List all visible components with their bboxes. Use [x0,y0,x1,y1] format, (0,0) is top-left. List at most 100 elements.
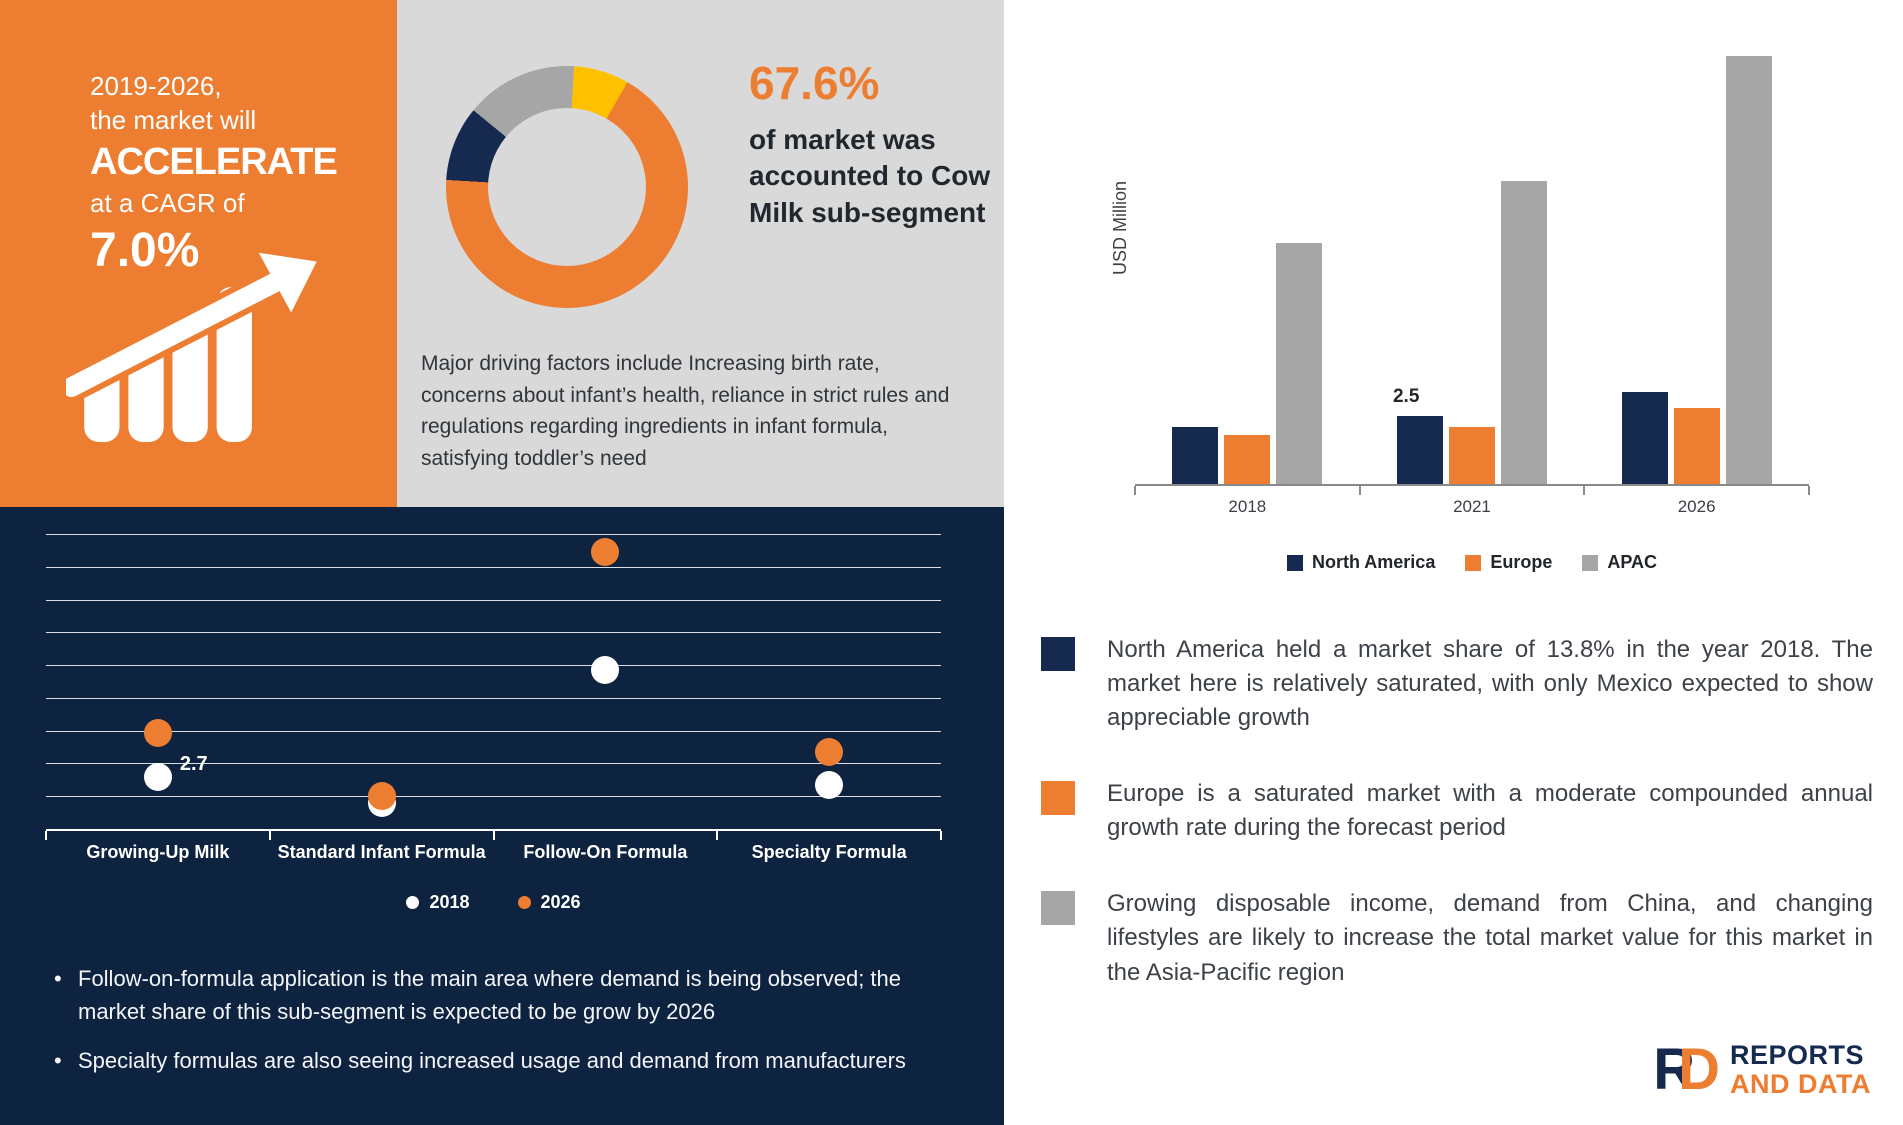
legend-item-2018: 2018 [406,892,470,913]
gridline [46,796,941,798]
cagr-panel: 2019-2026, the market will ACCELERATE at… [0,0,397,507]
bar-north-america-2026 [1621,392,1668,484]
cagr-years: 2019-2026, [90,71,222,101]
axis-tick [716,831,719,840]
legend-marker [406,896,420,909]
bar-europe-2018 [1224,435,1271,484]
callout-text: Growing disposable income, demand from C… [1107,890,1873,986]
category-label-growing-up-milk: Growing-Up Milk [86,842,230,862]
legend-swatch [1286,554,1303,571]
bar-group-2021: 2.5 [1393,180,1547,484]
bar-apac-2018 [1276,243,1323,484]
y-axis-label: USD Million [1110,180,1130,275]
category-label-standard-infant-formula: Standard Infant Formula [277,842,486,862]
callout-2: Europe is a saturated market with a mode… [1041,777,1873,845]
legend-label: Europe [1490,552,1553,572]
bar-apac-2021 [1500,180,1547,484]
axis-tick [1134,486,1136,495]
gridline [46,534,941,535]
legend-swatch [1582,554,1599,571]
axis-tick [1583,486,1586,495]
axis-tick [492,831,495,840]
legend-item-2026: 2026 [517,892,581,913]
gridline [46,665,941,667]
dot-plot-x-axis: Growing-Up Milk Standard Infant Formula Fo… [46,842,941,863]
dot-2018-growing-up-milk [143,763,172,792]
callout-1: North America held a market share of 13.… [1041,633,1873,735]
axis-tick [1808,486,1810,495]
cow-milk-caption: of market was accounted to Cow Milk sub-… [749,124,991,228]
legend-item-europe: Europe [1465,552,1552,573]
bar-chart-x-axis: 2018 2021 2026 [1135,497,1809,517]
callout-swatch [1041,781,1075,816]
category-label-follow-on-formula: Follow-On Formula [523,842,688,862]
cagr-line-at-cagr: at a CAGR of [90,188,245,219]
legend-label: North America [1311,552,1436,572]
axis-tick [45,831,47,840]
bar-value-label: 2.5 [1392,386,1420,408]
cagr-text-block: 2019-2026, the market will ACCELERATE at… [90,70,338,278]
legend-label: 2018 [429,892,470,912]
regional-bar-chart: 2.5 [1134,51,1810,495]
monogram-r: R [1653,1036,1696,1102]
legend-item-apac: APAC [1582,552,1657,573]
callout-swatch [1041,891,1075,926]
callout-3: Growing disposable income, demand from C… [1041,887,1873,989]
note-follow-on-formula: Follow-on-formula application is the mai… [50,962,968,1028]
dot-value-label: 2.7 [179,753,208,776]
dot-2026-growing-up-milk [143,719,172,748]
donut-headline: 67.6% of market was accounted to Cow Mil… [749,56,1004,231]
bar-north-america-2018 [1172,427,1219,484]
bar-apac-2026 [1725,56,1772,484]
legend-item-north-america: North America [1286,552,1436,573]
dot-2018-follow-on-formula [591,656,620,685]
gridline [46,763,941,765]
gridline [46,697,941,699]
gridline [46,599,941,601]
legend-label: APAC [1607,552,1658,572]
growth-arrow-icon [66,245,324,443]
callout-swatch [1041,637,1075,671]
bar-north-america-2021: 2.5 [1393,386,1443,484]
bar-europe-2021 [1448,427,1495,484]
cow-milk-percent: 67.6% [749,57,880,109]
x-tick-2018: 2018 [1228,497,1267,516]
axis-tick [268,831,271,840]
dot-2026-follow-on-formula [591,538,620,567]
cagr-accelerate-text: ACCELERATE [90,140,338,183]
cagr-line-market: the market will [90,104,257,135]
callout-text: North America held a market share of 13.… [1107,636,1873,732]
dot-2018-specialty-formula [815,770,844,799]
gridline [46,730,941,732]
cow-milk-panel: 67.6% of market was accounted to Cow Mil… [397,0,1004,507]
regional-callouts: North America held a market share of 13.… [1041,633,1873,1032]
donut-chart [446,66,688,308]
legend-label: 2026 [540,892,581,912]
up-arrow-glyph [66,245,324,403]
dot-plot-chart: 2.7 [45,534,942,840]
legend-swatch [1465,554,1482,571]
monogram-d: D [1678,1036,1721,1102]
gridline [46,566,941,568]
cagr-value: 7.0% [90,223,200,277]
x-tick-2026: 2026 [1677,497,1716,516]
axis-tick [940,831,942,840]
bar-chart-legend: North America Europe APAC [1135,552,1809,573]
legend-marker [517,896,531,909]
segment-dot-panel: 2.7 Growing-Up Milk Standard Infant Formu… [0,507,1004,1125]
dot-2026-standard-infant-formula [367,781,396,810]
axis-tick [1358,486,1361,495]
bar-europe-2026 [1673,408,1720,484]
logo-wordmark: REPORTS AND DATA [1730,1040,1871,1099]
dot-plot-axis-line [46,829,941,831]
bar-group-2018 [1172,243,1323,484]
regional-panel: USD Million 2.5 2018 2021 2026 North Ameri… [1004,0,1903,1125]
gridline [46,632,941,634]
callout-text: Europe is a saturated market with a mode… [1107,780,1873,842]
driving-factors-text: Major driving factors include Increasing… [421,352,950,470]
dot-plot-legend: 2018 2026 [46,892,941,913]
note-specialty-formula: Specialty formulas are also seeing incre… [50,1044,968,1077]
